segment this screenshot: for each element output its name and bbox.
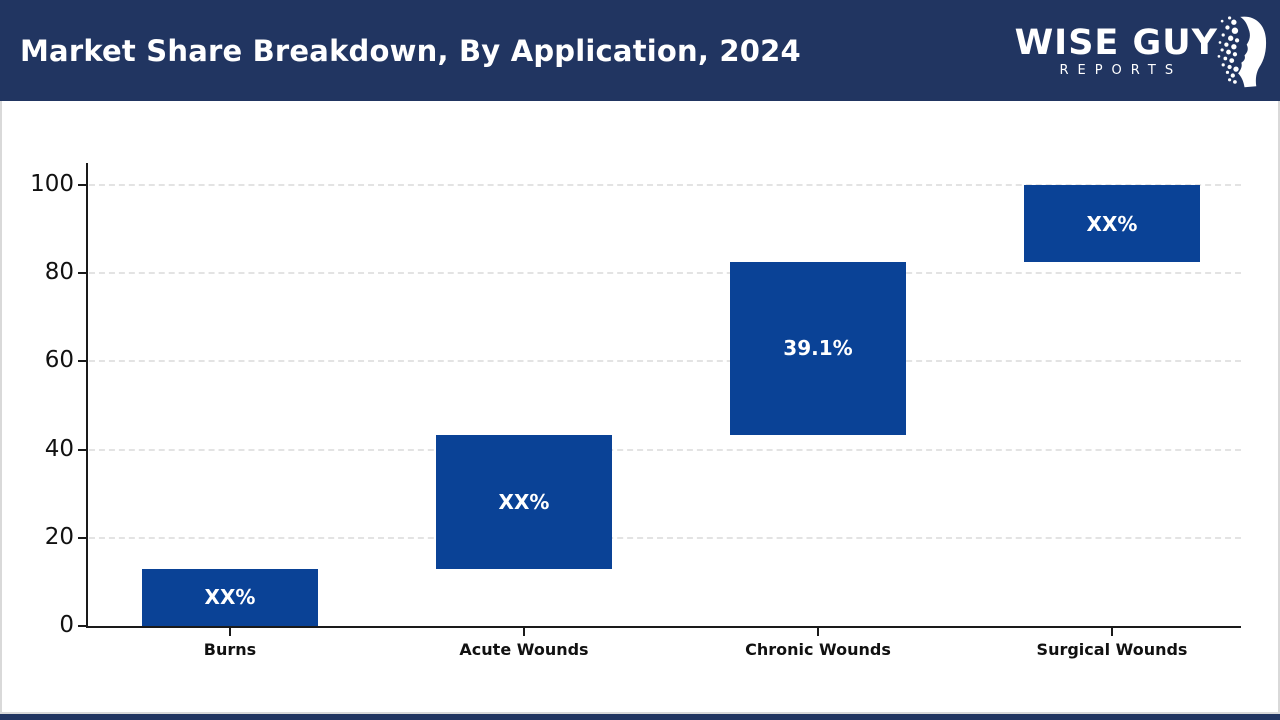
logo-head-icon	[1204, 6, 1268, 96]
y-tick-0	[78, 625, 87, 627]
y-tick-label-80: 80	[44, 259, 74, 286]
x-tick-3	[1111, 628, 1113, 636]
footer-bar	[0, 714, 1280, 720]
bar-acute-wounds: XX%	[436, 434, 612, 569]
y-tick-40	[78, 448, 87, 451]
x-label-0: Burns	[203, 640, 257, 659]
logo-reports-label: REPORTS	[1059, 63, 1183, 78]
y-tick-20	[78, 536, 87, 539]
gridline-100	[89, 184, 1241, 186]
gridline-80	[89, 272, 1241, 275]
x-label-2: Chronic Wounds	[745, 640, 891, 659]
x-label-3: Surgical Wounds	[1036, 640, 1188, 659]
bar-value-label: 39.1%	[783, 336, 853, 361]
x-label-1: Acute Wounds	[459, 640, 589, 659]
gridline-20	[89, 536, 1241, 539]
logo-wiseguy-label: WISE GUY	[1014, 23, 1218, 63]
bar-value-label: XX%	[1086, 211, 1138, 236]
bar-value-label: XX%	[204, 585, 256, 610]
x-axis-line	[86, 626, 1241, 628]
x-tick-1	[523, 628, 525, 636]
x-tick-2	[817, 628, 819, 636]
y-tick-80	[78, 272, 87, 275]
wise-guy-logo: WISE GUY REPORTS	[1015, 5, 1268, 97]
gridline-60	[89, 360, 1241, 363]
page-title: Market Share Breakdown, By Application, …	[20, 33, 801, 68]
y-axis-line	[86, 163, 88, 628]
y-tick-label-100: 100	[30, 170, 74, 197]
x-tick-0	[229, 628, 231, 636]
y-tick-60	[78, 360, 87, 363]
y-tick-100	[78, 184, 87, 186]
y-tick-label-0: 0	[59, 611, 74, 638]
bar-chronic-wounds: 39.1%	[730, 262, 906, 435]
y-tick-label-40: 40	[44, 435, 74, 462]
logo-text: WISE GUY REPORTS	[1015, 24, 1218, 78]
y-tick-label-60: 60	[44, 347, 74, 374]
bar-surgical-wounds: XX%	[1024, 185, 1200, 263]
y-tick-label-20: 20	[44, 523, 74, 550]
gridline-40	[89, 448, 1241, 451]
bar-burns: XX%	[142, 568, 318, 626]
bar-value-label: XX%	[498, 489, 550, 514]
header-bar: Market Share Breakdown, By Application, …	[0, 0, 1280, 101]
